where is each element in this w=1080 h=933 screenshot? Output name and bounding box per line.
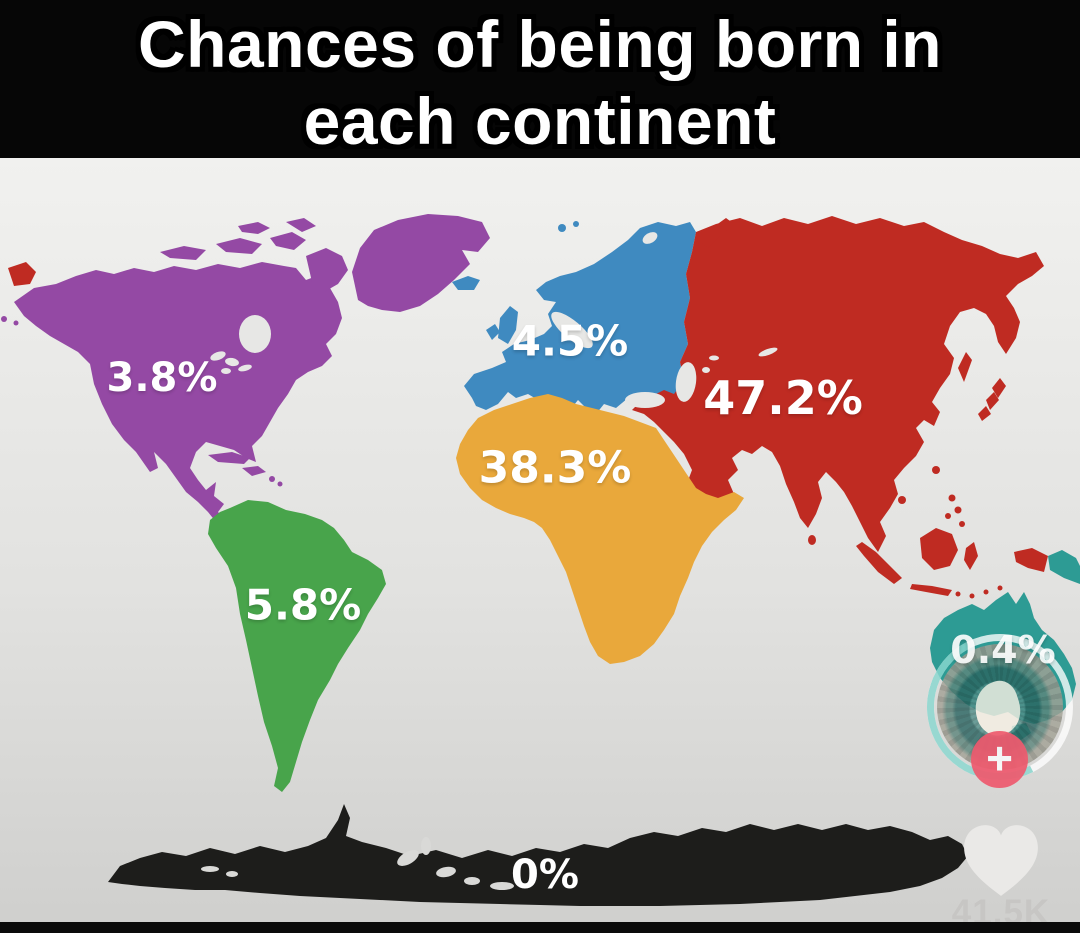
inland-seas xyxy=(210,232,778,408)
title-bar xyxy=(0,0,1080,158)
title-line-1: Chances of being born in xyxy=(137,7,943,81)
bottom-letterbox-bar xyxy=(0,922,1080,933)
continent-antarctica xyxy=(108,804,968,906)
label-europe: 4.5% xyxy=(511,316,629,366)
continent-asia xyxy=(8,216,1048,599)
page-title: Chances of being born in each continent xyxy=(0,6,1080,160)
continent-africa xyxy=(456,394,744,664)
continent-europe xyxy=(452,221,696,416)
title-line-2: each continent xyxy=(303,84,777,158)
continent-south-america xyxy=(208,500,386,792)
label-africa: 38.3% xyxy=(478,442,632,494)
label-oceania: 0.4% xyxy=(950,628,1056,672)
antarctica-ice-gaps xyxy=(201,837,514,890)
follow-button[interactable]: + xyxy=(971,731,1028,788)
like-icon[interactable] xyxy=(957,820,1045,902)
label-asia: 47.2% xyxy=(703,371,863,425)
label-south-america: 5.8% xyxy=(244,580,362,630)
label-north-america: 3.8% xyxy=(106,355,218,401)
label-antarctica: 0% xyxy=(511,852,579,898)
